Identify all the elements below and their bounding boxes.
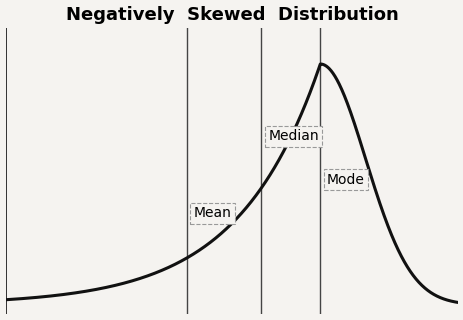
Text: Median: Median	[268, 129, 318, 143]
Text: Mode: Mode	[326, 172, 364, 187]
Text: Mean: Mean	[193, 206, 231, 220]
Title: Negatively  Skewed  Distribution: Negatively Skewed Distribution	[65, 5, 398, 24]
